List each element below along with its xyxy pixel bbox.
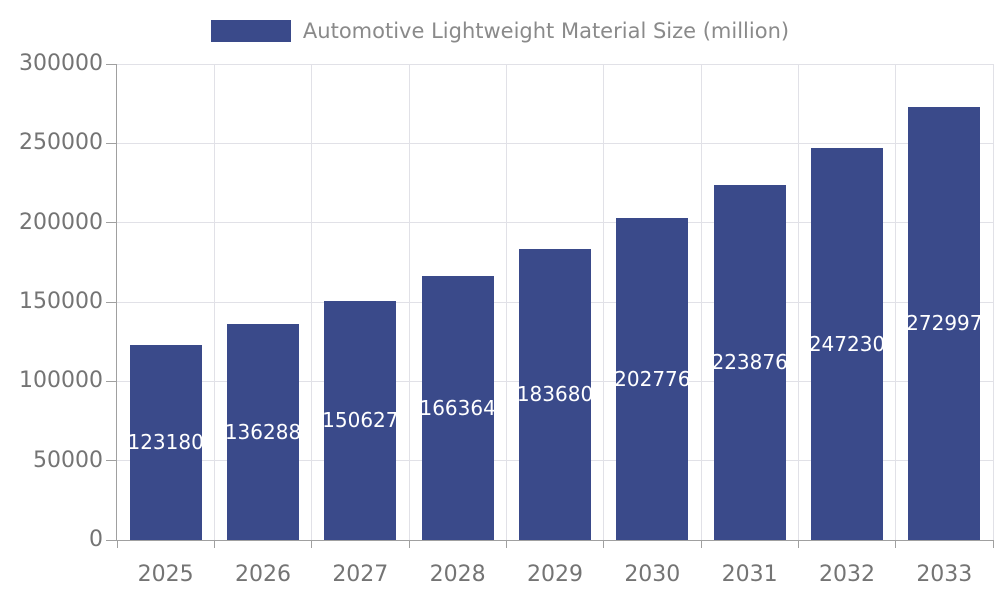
gridline-v [797, 64, 799, 540]
y-axis-label: 0 [89, 527, 103, 552]
y-axis-tick [106, 460, 116, 462]
x-axis-label: 2029 [526, 562, 583, 587]
bar[interactable]: 136288 [224, 323, 302, 540]
gridline-v [213, 64, 215, 540]
legend-label: Automotive Lightweight Material Size (mi… [302, 19, 790, 43]
bar-value-label: 202776 [614, 367, 691, 392]
x-axis-label: 2027 [332, 562, 389, 587]
y-axis-label: 200000 [19, 209, 103, 235]
bar-value-label: 183680 [516, 382, 594, 407]
x-axis-tick [311, 540, 313, 548]
x-axis-tick [505, 540, 507, 548]
gridline-v [895, 64, 897, 540]
gridline-v [992, 64, 994, 540]
x-axis-tick [700, 540, 702, 548]
bar-value-label: 166364 [419, 396, 496, 420]
y-axis-tick [106, 63, 116, 65]
bar[interactable]: 150627 [322, 301, 399, 540]
y-axis-label: 300000 [19, 51, 103, 76]
y-axis-line [116, 64, 117, 540]
x-axis-tick [116, 540, 118, 548]
bar[interactable]: 202776 [614, 218, 691, 540]
x-axis-label: 2026 [234, 562, 291, 587]
x-axis-label: 2033 [916, 562, 973, 587]
bar-value-label: 272997 [906, 311, 983, 336]
x-axis-tick [895, 540, 897, 548]
x-axis-tick [213, 540, 215, 548]
y-axis-label: 150000 [19, 289, 103, 314]
bar-value-label: 123180 [127, 430, 204, 455]
y-axis-label: 250000 [19, 130, 103, 156]
gridline-v [505, 64, 507, 540]
bar-value-label: 223876 [711, 350, 788, 375]
bar[interactable]: 183680 [516, 248, 594, 540]
y-axis-label: 50000 [33, 447, 103, 473]
gridline-h [117, 63, 993, 65]
x-axis-tick [992, 540, 994, 548]
bar[interactable]: 223876 [711, 184, 788, 540]
x-axis-line [106, 540, 993, 541]
gridline-v [700, 64, 702, 540]
x-axis-label: 2025 [137, 562, 194, 587]
legend-swatch [210, 20, 291, 42]
gridline-v [408, 64, 410, 540]
x-axis-label: 2032 [818, 562, 875, 587]
gridline-h [117, 142, 993, 144]
bar[interactable]: 272997 [906, 106, 983, 540]
bar-value-label: 247230 [808, 331, 886, 356]
bar[interactable]: 247230 [808, 147, 886, 540]
bar[interactable]: 166364 [419, 276, 496, 540]
y-axis-tick [106, 301, 116, 303]
y-axis-tick [106, 142, 116, 144]
gridline-v [603, 64, 605, 540]
y-axis-tick [106, 222, 116, 224]
y-axis-tick [106, 539, 116, 541]
y-axis-label: 100000 [19, 368, 103, 394]
x-axis-label: 2031 [721, 562, 778, 587]
x-axis-tick [603, 540, 605, 548]
gridline-h [117, 222, 993, 224]
plot-area: 123180 136288 150627 166364 183680 202776 2238… [106, 63, 994, 541]
legend-item[interactable]: Automotive Lightweight Material Size (mi… [0, 14, 1000, 48]
x-axis-label: 2028 [429, 562, 486, 587]
x-axis-tick [408, 540, 410, 548]
bar-value-label: 150627 [322, 408, 399, 433]
x-axis-label: 2030 [624, 562, 681, 587]
y-axis-tick [106, 380, 116, 382]
bar-value-label: 136288 [224, 419, 302, 444]
x-axis-tick [797, 540, 799, 548]
bar[interactable]: 123180 [127, 344, 204, 540]
gridline-v [311, 64, 313, 540]
